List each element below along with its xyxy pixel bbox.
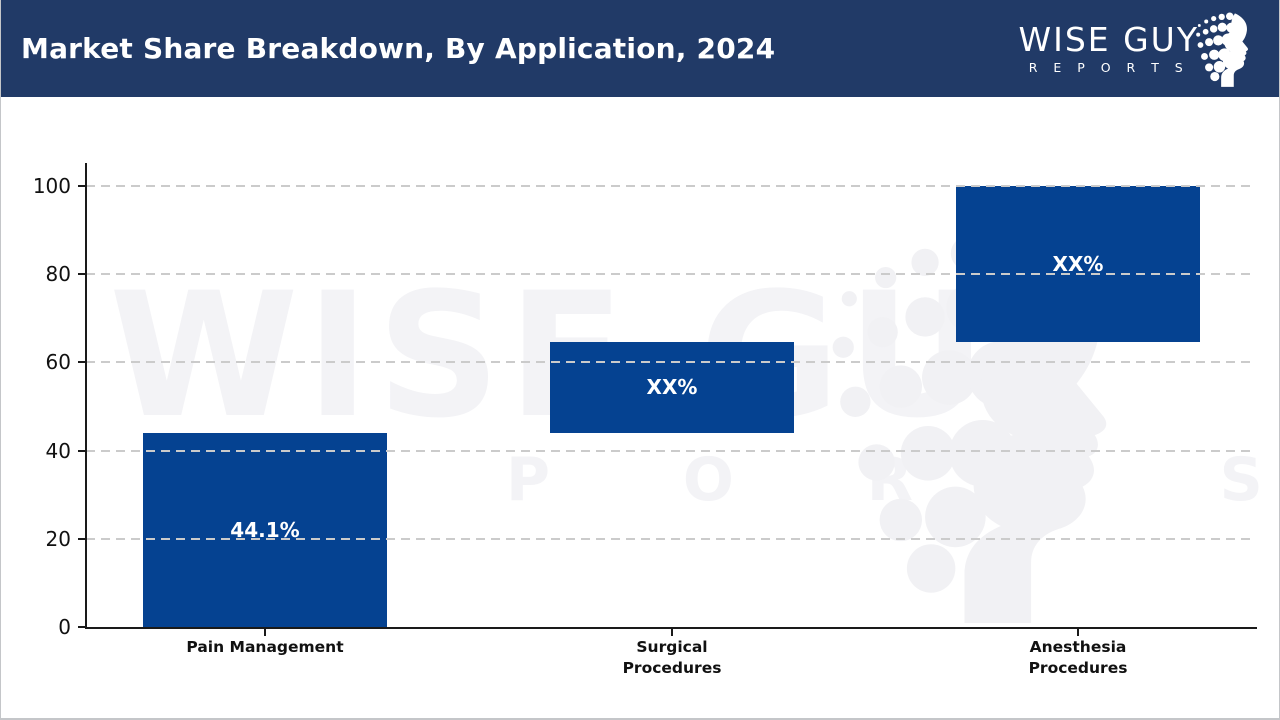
logo-text: WISE GUY R E P O R T S — [1018, 23, 1199, 75]
x-axis-category-label-line: Procedures — [622, 658, 722, 677]
logo-name-text: WISE GUY — [1018, 19, 1199, 59]
x-axis-tick-mark — [1077, 629, 1079, 636]
x-axis-category-label-line: Anesthesia — [1029, 638, 1127, 656]
dotted-face-logo-icon — [1189, 11, 1255, 87]
y-axis-tick-mark — [78, 626, 86, 628]
y-axis-tick-mark — [78, 537, 86, 540]
chart-area: WISE GUY R E P O R T S 0 20 40 60 80 100 44.1%… — [1, 97, 1279, 718]
horizontal-gridline — [86, 361, 1256, 364]
bar-segment — [143, 432, 387, 627]
x-axis-tick-mark — [264, 629, 266, 636]
y-axis-tick-label: 40 — [45, 438, 71, 463]
y-axis-tick-mark — [78, 273, 86, 276]
horizontal-gridline — [86, 273, 1256, 276]
x-axis-category-label-line: Procedures — [1028, 658, 1128, 677]
wise-guy-reports-logo: WISE GUY R E P O R T S — [1018, 11, 1255, 87]
logo-reports-text: R E P O R T S — [1028, 59, 1189, 75]
y-axis-tick-label: 20 — [45, 526, 71, 551]
header-bar: Market Share Breakdown, By Application, … — [1, 0, 1279, 97]
y-axis-line — [85, 163, 87, 629]
y-axis-tick-label: 100 — [32, 174, 71, 198]
x-axis-tick-mark — [671, 629, 673, 636]
bar-value-label: 44.1% — [230, 517, 300, 542]
bar-segment — [956, 186, 1200, 342]
x-axis-line — [85, 627, 1257, 629]
x-axis-category-label-line: Pain Management — [186, 638, 344, 656]
x-axis-category-label: Surgical Procedures — [522, 637, 822, 679]
bar-value-label: XX% — [1052, 251, 1104, 276]
x-axis-category-label: Pain Management — [115, 637, 415, 658]
horizontal-gridline — [86, 537, 1256, 540]
y-axis-tick-label: 60 — [45, 350, 71, 375]
y-axis-tick-mark — [78, 361, 86, 364]
horizontal-gridline — [86, 185, 1256, 187]
horizontal-gridline — [86, 449, 1256, 452]
x-axis-category-label-line: Surgical — [636, 638, 708, 656]
x-axis-category-label: Anesthesia Procedures — [928, 637, 1228, 679]
page-title: Market Share Breakdown, By Application, … — [21, 32, 776, 65]
y-axis-tick-label: 0 — [58, 615, 71, 639]
y-axis-tick-mark — [78, 185, 86, 187]
y-axis-tick-label: 80 — [45, 262, 71, 287]
bar-segment — [550, 341, 794, 433]
bar-value-label: XX% — [646, 375, 698, 400]
y-axis-tick-mark — [78, 449, 86, 452]
